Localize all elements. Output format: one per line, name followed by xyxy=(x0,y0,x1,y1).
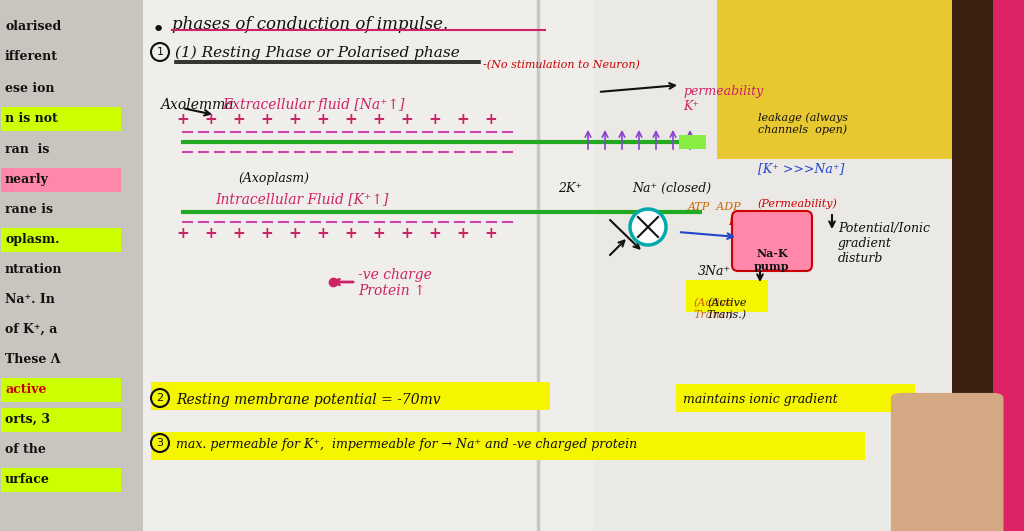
FancyBboxPatch shape xyxy=(151,432,865,460)
Text: orts, 3: orts, 3 xyxy=(5,413,50,426)
FancyBboxPatch shape xyxy=(993,0,1024,531)
FancyBboxPatch shape xyxy=(0,0,143,531)
FancyBboxPatch shape xyxy=(952,0,993,531)
Circle shape xyxy=(630,209,666,245)
Text: +: + xyxy=(261,227,273,242)
Text: •: • xyxy=(152,20,165,40)
FancyBboxPatch shape xyxy=(676,384,915,412)
FancyBboxPatch shape xyxy=(732,211,812,271)
Text: +: + xyxy=(429,227,441,242)
Text: +: + xyxy=(373,227,385,242)
Text: +: + xyxy=(232,227,246,242)
FancyBboxPatch shape xyxy=(686,280,768,312)
Text: rane is: rane is xyxy=(5,203,53,216)
Text: +: + xyxy=(484,227,498,242)
Text: ran  is: ran is xyxy=(5,143,49,156)
Text: +: + xyxy=(261,113,273,127)
Text: nearly: nearly xyxy=(5,173,49,186)
Text: +: + xyxy=(316,227,330,242)
Text: (Axoplasm): (Axoplasm) xyxy=(238,172,309,185)
Text: +: + xyxy=(345,227,357,242)
Text: +: + xyxy=(400,227,414,242)
Text: +: + xyxy=(176,227,189,242)
Text: Na⁺. In: Na⁺. In xyxy=(5,293,55,306)
Text: Na⁺ (closed): Na⁺ (closed) xyxy=(632,182,711,195)
Text: +: + xyxy=(484,113,498,127)
Text: 1: 1 xyxy=(157,47,164,57)
Text: 2K⁺: 2K⁺ xyxy=(558,182,582,195)
Text: ntration: ntration xyxy=(5,263,62,276)
Text: (Permeability): (Permeability) xyxy=(758,198,838,209)
Text: Potential/Ionic
gradient
disturb: Potential/Ionic gradient disturb xyxy=(838,222,930,265)
Text: -ve charge
Protein ↑: -ve charge Protein ↑ xyxy=(358,268,432,298)
Text: +: + xyxy=(400,113,414,127)
Text: oplasm.: oplasm. xyxy=(5,233,59,246)
Text: +: + xyxy=(289,227,301,242)
Text: +: + xyxy=(232,113,246,127)
Text: olarised: olarised xyxy=(5,20,61,33)
Text: Axolemma: Axolemma xyxy=(160,98,233,112)
Text: +: + xyxy=(316,113,330,127)
Text: maintains ionic gradient: maintains ionic gradient xyxy=(683,393,838,406)
FancyBboxPatch shape xyxy=(1,378,121,402)
Text: phases of conduction of impulse.: phases of conduction of impulse. xyxy=(172,16,449,33)
Text: (Active
Trans.): (Active Trans.) xyxy=(707,298,748,320)
Text: +: + xyxy=(205,227,217,242)
Text: ATP  ADP: ATP ADP xyxy=(688,202,741,212)
Text: active: active xyxy=(5,383,46,396)
Text: +: + xyxy=(457,227,469,242)
Text: n is not: n is not xyxy=(5,112,57,125)
Text: These Λ: These Λ xyxy=(5,353,60,366)
Text: -(No stimulation to Neuron): -(No stimulation to Neuron) xyxy=(483,60,640,70)
Text: leakage (always
channels  open): leakage (always channels open) xyxy=(758,112,848,135)
FancyBboxPatch shape xyxy=(891,393,1004,531)
Text: +: + xyxy=(457,113,469,127)
FancyBboxPatch shape xyxy=(1,168,121,192)
Text: max. permeable for K⁺,  impermeable for → Na⁺ and -ve charged protein: max. permeable for K⁺, impermeable for →… xyxy=(176,438,637,451)
Text: ese ion: ese ion xyxy=(5,82,54,95)
Text: ifferent: ifferent xyxy=(5,50,58,63)
Text: +: + xyxy=(429,113,441,127)
FancyBboxPatch shape xyxy=(151,382,550,410)
Text: Extracellular fluid [Na⁺↑]: Extracellular fluid [Na⁺↑] xyxy=(222,98,404,112)
FancyBboxPatch shape xyxy=(1,468,121,492)
FancyBboxPatch shape xyxy=(717,0,993,159)
FancyBboxPatch shape xyxy=(143,0,1024,531)
Text: Na-K
pump: Na-K pump xyxy=(755,248,790,272)
Text: +: + xyxy=(205,113,217,127)
Text: urface: urface xyxy=(5,473,50,486)
Text: +: + xyxy=(373,113,385,127)
Text: of the: of the xyxy=(5,443,46,456)
FancyBboxPatch shape xyxy=(594,0,1024,531)
Text: permeability
K⁺: permeability K⁺ xyxy=(683,85,763,113)
Text: Intracellular Fluid [K⁺↑]: Intracellular Fluid [K⁺↑] xyxy=(215,192,388,206)
FancyBboxPatch shape xyxy=(1,408,121,432)
Text: 3Na⁺: 3Na⁺ xyxy=(698,265,731,278)
Text: Resting membrane potential = -70mv: Resting membrane potential = -70mv xyxy=(176,393,440,407)
FancyBboxPatch shape xyxy=(1,228,121,252)
FancyBboxPatch shape xyxy=(1,107,121,131)
Text: (Active
Trans.): (Active Trans.) xyxy=(693,298,733,320)
Text: (1) Resting Phase or Polarised phase: (1) Resting Phase or Polarised phase xyxy=(175,46,460,61)
Text: Pi: Pi xyxy=(728,218,737,227)
Text: +: + xyxy=(345,113,357,127)
Text: 3: 3 xyxy=(157,438,164,448)
Text: of K⁺, a: of K⁺, a xyxy=(5,323,57,336)
Text: +: + xyxy=(176,113,189,127)
Text: +: + xyxy=(289,113,301,127)
Text: 2: 2 xyxy=(157,393,164,403)
FancyBboxPatch shape xyxy=(679,135,706,149)
Text: [K⁺ >>>Na⁺]: [K⁺ >>>Na⁺] xyxy=(758,162,845,175)
